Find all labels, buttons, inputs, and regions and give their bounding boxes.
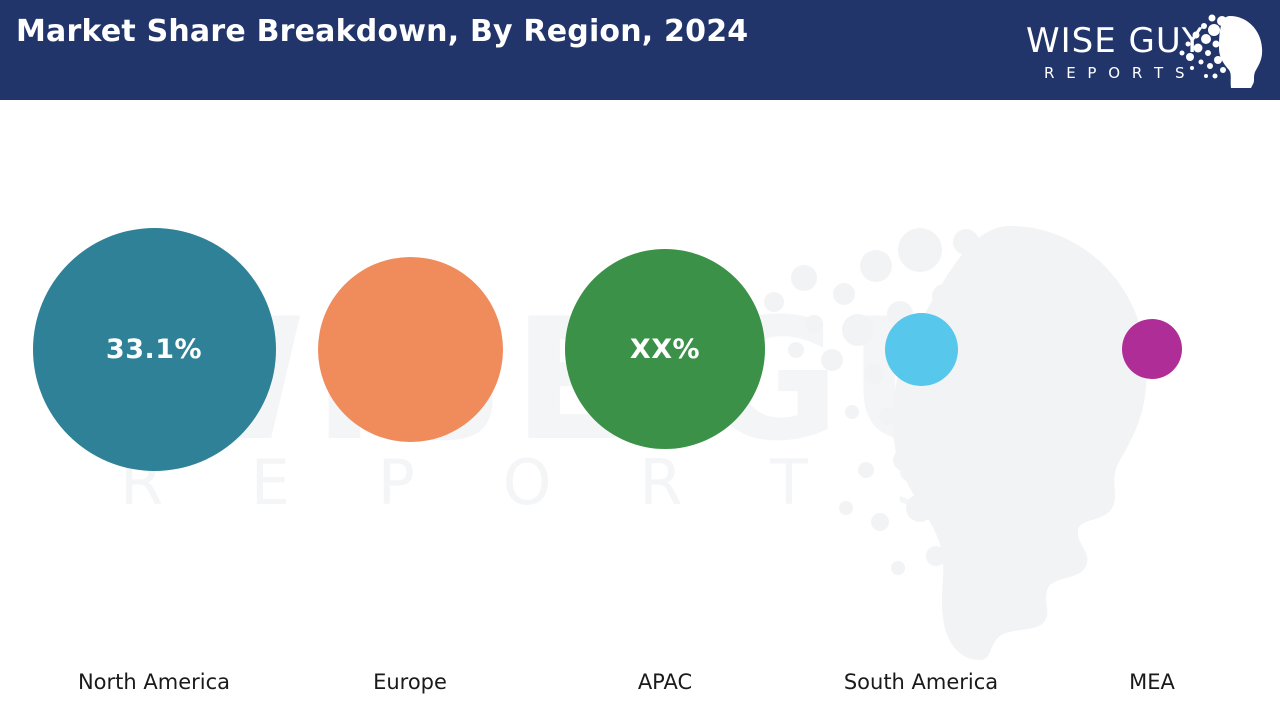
category-label-mea: MEA: [1129, 670, 1175, 694]
category-label-south-america: South America: [843, 670, 999, 694]
bubble-south-america[interactable]: [884, 312, 958, 386]
logo-wordmark-wise-guy: WISE GUY: [1026, 21, 1204, 61]
bubble-value-label: XX%: [629, 333, 701, 365]
logo-wordmark-reports: R E P O R T S: [1044, 64, 1188, 82]
watermark-text-reports: R E P O R T S: [120, 446, 969, 519]
logo-svg: WISE GUY R E P O R T S: [1026, 14, 1263, 88]
chart-plot-area: WISE GUY R E P O R T S: [0, 100, 1280, 720]
wise-guy-reports-logo: WISE GUY R E P O R T S: [1018, 8, 1268, 92]
page-title: Market Share Breakdown, By Region, 2024: [16, 14, 749, 49]
bubble-mea[interactable]: [1122, 319, 1182, 379]
bubble-value-label: 33.1%: [105, 333, 203, 365]
category-label-europe: Europe: [373, 670, 447, 694]
category-label-apac: APAC: [637, 670, 693, 694]
logo-dotted-head-profile-icon: [1179, 14, 1263, 88]
bubble-apac[interactable]: XX%: [565, 249, 765, 449]
watermark-dotted-head-profile-icon: [764, 226, 1147, 660]
bubble-europe[interactable]: [317, 256, 503, 442]
bubble-north-america[interactable]: 33.1%: [32, 227, 276, 471]
category-label-north-america: North America: [77, 670, 231, 694]
header-bar: Market Share Breakdown, By Region, 2024 …: [0, 0, 1280, 100]
